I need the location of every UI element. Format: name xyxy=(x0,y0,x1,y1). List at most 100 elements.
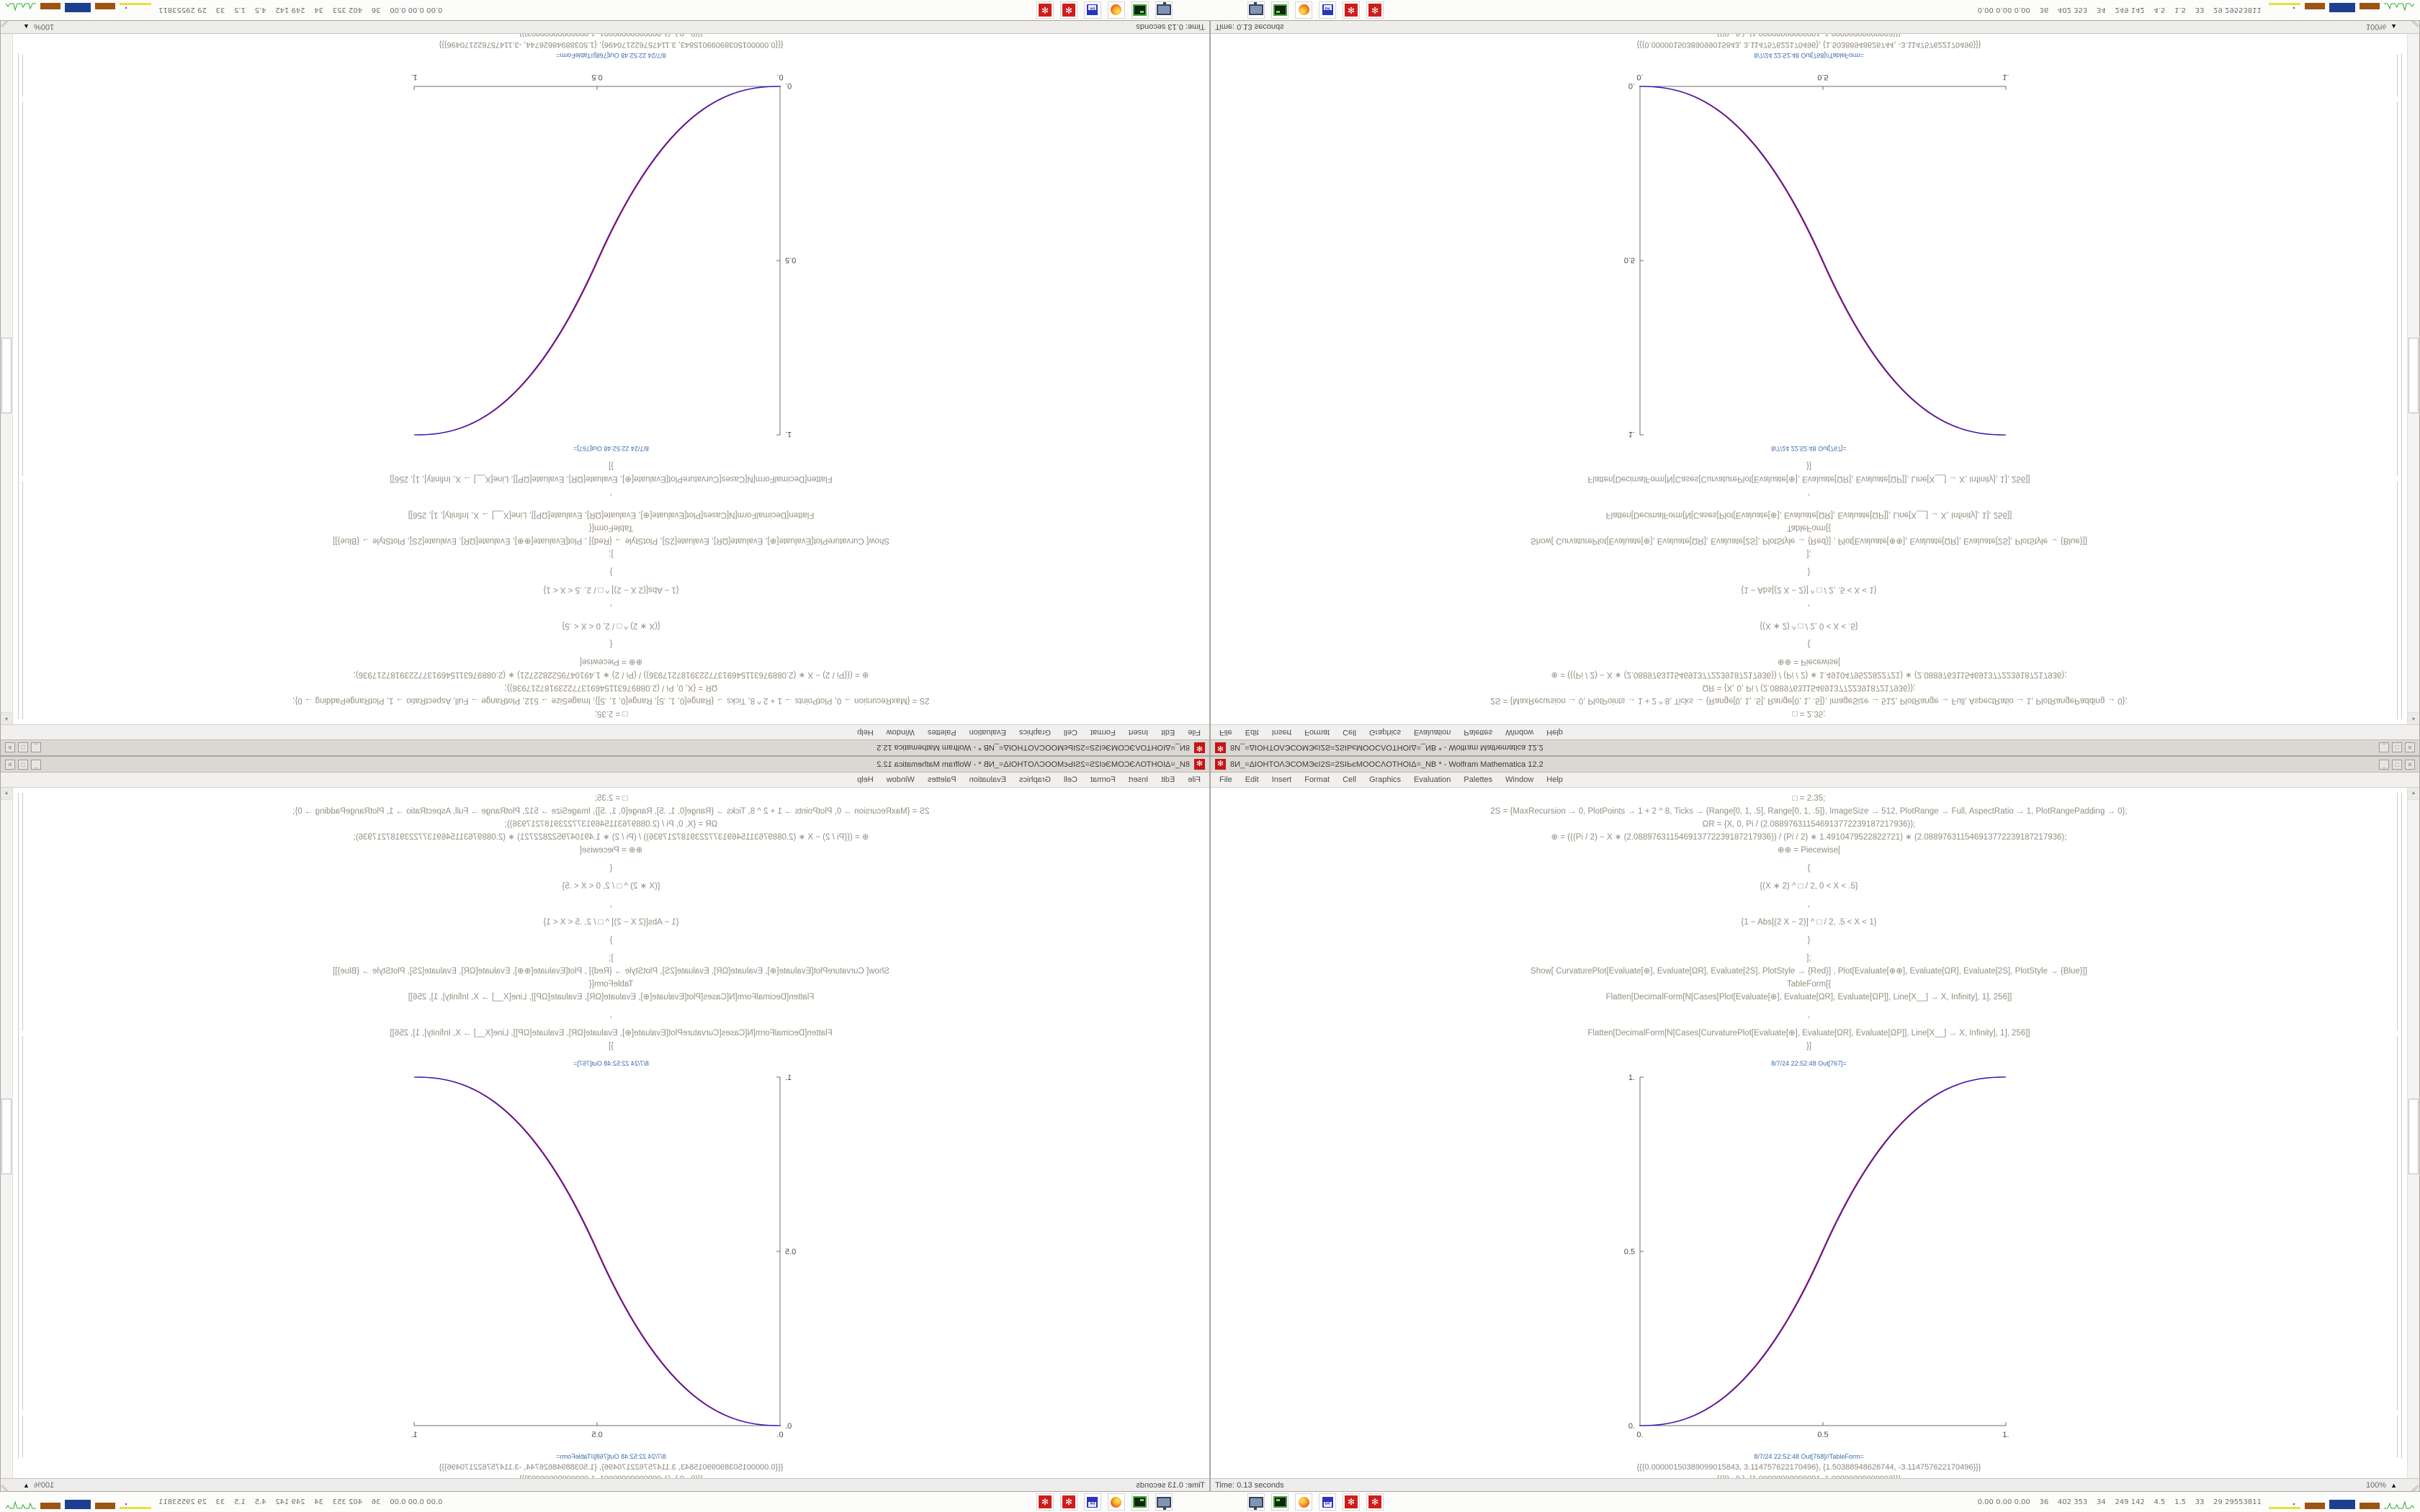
menu-cell[interactable]: Cell xyxy=(1063,728,1077,737)
code-line[interactable]: ⊕ = (((Pi / 2) − X ∗ (2.0889763115469137… xyxy=(353,833,869,842)
taskbar-terminal-icon[interactable] xyxy=(1131,1,1149,19)
window-titlebar[interactable]: ✻ 8И_=ΔΙΟΗΤΟΛЭСОМЭєΙ2S=2SΙЬєМООСΛОТНОΙΔ=… xyxy=(1211,757,2419,773)
maximize-button[interactable]: □ xyxy=(18,759,28,770)
cell-bracket[interactable] xyxy=(22,55,23,96)
menu-format[interactable]: Format xyxy=(1090,728,1116,737)
menu-insert[interactable]: Insert xyxy=(1271,728,1292,737)
code-line[interactable]: , xyxy=(1807,603,1811,612)
menu-help[interactable]: Help xyxy=(857,775,874,784)
code-line[interactable]: }] xyxy=(608,462,614,470)
code-line[interactable]: Flatten[DecimalForm[N[Cases[Plot[Evaluat… xyxy=(1605,993,2012,1002)
menu-file[interactable]: File xyxy=(1188,775,1201,784)
menu-palettes[interactable]: Palettes xyxy=(927,775,956,784)
code-line[interactable]: ΩR = {X, 0, Pi / (2.08897631154691377223… xyxy=(504,820,718,829)
menu-edit[interactable]: Edit xyxy=(1245,775,1259,784)
taskbar-gear-red-icon[interactable]: ✻ xyxy=(1366,1493,1384,1511)
cell-bracket[interactable] xyxy=(2397,482,2398,719)
menu-edit[interactable]: Edit xyxy=(1161,728,1175,737)
code-line[interactable]: ΩR = {X, 0, Pi / (2.08897631154691377223… xyxy=(504,683,718,692)
magnification-dropdown-icon[interactable]: ▲ xyxy=(2390,1481,2397,1489)
code-line[interactable]: ΩR = {X, 0, Pi / (2.08897631154691377223… xyxy=(1702,820,1916,829)
taskbar-firefox-icon[interactable] xyxy=(1108,1,1125,19)
cell-bracket[interactable] xyxy=(22,1036,23,1410)
code-line[interactable]: ⊕⊕ = Piecewise[ xyxy=(1777,657,1841,666)
taskbar-floppy-64-icon[interactable]: 64 xyxy=(1084,1,1101,19)
code-line[interactable]: Show[ CurvaturePlot[Evaluate[⊕], Evaluat… xyxy=(333,967,889,976)
magnification-control[interactable]: 100% ▲ xyxy=(23,1481,54,1490)
maximize-button[interactable]: □ xyxy=(18,742,28,753)
cell-bracket[interactable] xyxy=(2397,793,2398,1030)
scrollbar-thumb[interactable] xyxy=(2408,337,2419,414)
minimize-button[interactable]: _ xyxy=(31,742,41,753)
cell-bracket[interactable] xyxy=(2397,1416,2398,1457)
code-line[interactable]: □ = 2.35; xyxy=(594,709,628,718)
maximize-button[interactable]: □ xyxy=(2392,742,2402,753)
taskbar-firefox-icon[interactable] xyxy=(1108,1493,1125,1511)
code-line[interactable]: } xyxy=(1807,936,1811,945)
code-line[interactable]: ]; xyxy=(609,954,614,963)
menu-cell[interactable]: Cell xyxy=(1343,728,1357,737)
scrollbar-thumb[interactable] xyxy=(1,337,12,414)
code-line[interactable]: Flatten[DecimalForm[N[Cases[CurvaturePlo… xyxy=(390,474,833,483)
code-line[interactable]: ΩR = {X, 0, Pi / (2.08897631154691377223… xyxy=(1702,683,1916,692)
menu-window[interactable]: Window xyxy=(1505,728,1534,737)
code-line[interactable]: { xyxy=(1807,864,1811,873)
magnification-dropdown-icon[interactable]: ▲ xyxy=(2390,23,2397,31)
code-line[interactable]: , xyxy=(1807,492,1811,501)
cell-group-bracket[interactable] xyxy=(18,53,19,719)
code-line[interactable]: Show[ CurvaturePlot[Evaluate[⊕], Evaluat… xyxy=(333,536,889,545)
code-line[interactable]: 2S = {MaxRecursion → 0, PlotPoints → 1 +… xyxy=(292,696,930,705)
code-line[interactable]: {(X ∗ 2) ^ □ / 2, 0 < X < .5} xyxy=(562,882,660,891)
code-line[interactable]: 2S = {MaxRecursion → 0, PlotPoints → 1 +… xyxy=(292,807,930,816)
close-button[interactable]: ✕ xyxy=(5,759,15,770)
resize-grip[interactable] xyxy=(0,19,15,35)
vertical-scrollbar[interactable]: ▲ xyxy=(1,34,13,724)
menu-file[interactable]: File xyxy=(1219,775,1232,784)
cell-group-bracket[interactable] xyxy=(2401,793,2402,1459)
magnification-dropdown-icon[interactable]: ▲ xyxy=(23,23,30,31)
code-line[interactable]: {(X ∗ 2) ^ □ / 2, 0 < X < .5} xyxy=(1760,621,1858,630)
code-line[interactable]: ⊕⊕ = Piecewise[ xyxy=(579,657,643,666)
code-line[interactable]: Show[ CurvaturePlot[Evaluate[⊕], Evaluat… xyxy=(1531,967,2087,976)
code-line[interactable]: 2S = {MaxRecursion → 0, PlotPoints → 1 +… xyxy=(1490,807,2128,816)
minimize-button[interactable]: _ xyxy=(2379,759,2389,770)
code-line[interactable]: □ = 2.35; xyxy=(1792,794,1826,803)
taskbar-gear-red-icon[interactable]: ✻ xyxy=(1036,1493,1054,1511)
taskbar-terminal-icon[interactable] xyxy=(1131,1493,1149,1511)
code-line[interactable]: □ = 2.35; xyxy=(594,794,628,803)
magnification-control[interactable]: 100% ▲ xyxy=(23,23,54,32)
vertical-scrollbar[interactable]: ▲ xyxy=(2407,788,2419,1478)
code-line[interactable]: }] xyxy=(1806,462,1812,470)
code-line[interactable]: ⊕⊕ = Piecewise[ xyxy=(579,846,643,855)
resize-grip[interactable] xyxy=(2405,1477,2420,1493)
code-line[interactable]: ⊕ = (((Pi / 2) − X ∗ (2.0889763115469137… xyxy=(1551,670,2067,679)
code-line[interactable]: Flatten[DecimalForm[N[Cases[Plot[Evaluat… xyxy=(1605,510,2012,519)
close-button[interactable]: ✕ xyxy=(5,742,15,753)
code-line[interactable]: TableForm[{ xyxy=(588,523,634,532)
menu-graphics[interactable]: Graphics xyxy=(1018,775,1051,784)
taskbar-gear-red-icon[interactable]: ✻ xyxy=(1366,1,1384,19)
code-line[interactable]: }] xyxy=(608,1042,614,1050)
taskbar-gear-red-icon[interactable]: ✻ xyxy=(1060,1,1077,19)
code-line[interactable]: {1 − Abs[(2 X − 2)] ^ □ / 2, .5 < X < 1} xyxy=(1741,585,1877,594)
minimize-button[interactable]: _ xyxy=(2379,742,2389,753)
scroll-up-arrow-icon[interactable]: ▲ xyxy=(2408,712,2419,724)
taskbar-firefox-icon[interactable] xyxy=(1295,1,1312,19)
scrollbar-thumb[interactable] xyxy=(1,1098,12,1175)
cell-group-bracket[interactable] xyxy=(18,793,19,1459)
code-line[interactable]: ⊕ = (((Pi / 2) − X ∗ (2.0889763115469137… xyxy=(1551,833,2067,842)
code-line[interactable]: ⊕⊕ = Piecewise[ xyxy=(1777,846,1841,855)
taskbar-screenshot-monitor-icon[interactable] xyxy=(1155,1,1173,19)
code-line[interactable]: {1 − Abs[(2 X − 2)] ^ □ / 2, .5 < X < 1} xyxy=(543,918,679,927)
taskbar-floppy-64-icon[interactable]: 64 xyxy=(1319,1493,1336,1511)
taskbar-terminal-icon[interactable] xyxy=(1271,1493,1289,1511)
cell-bracket[interactable] xyxy=(2397,1036,2398,1410)
code-line[interactable]: { xyxy=(609,639,613,648)
taskbar-floppy-64-icon[interactable]: 64 xyxy=(1084,1493,1101,1511)
menu-evaluation[interactable]: Evaluation xyxy=(969,728,1006,737)
code-line[interactable]: Flatten[DecimalForm[N[Cases[Plot[Evaluat… xyxy=(408,993,815,1002)
menu-window[interactable]: Window xyxy=(886,728,915,737)
cell-bracket[interactable] xyxy=(22,793,23,1030)
menu-cell[interactable]: Cell xyxy=(1343,775,1357,784)
code-line[interactable]: Show[ CurvaturePlot[Evaluate[⊕], Evaluat… xyxy=(1531,536,2087,545)
